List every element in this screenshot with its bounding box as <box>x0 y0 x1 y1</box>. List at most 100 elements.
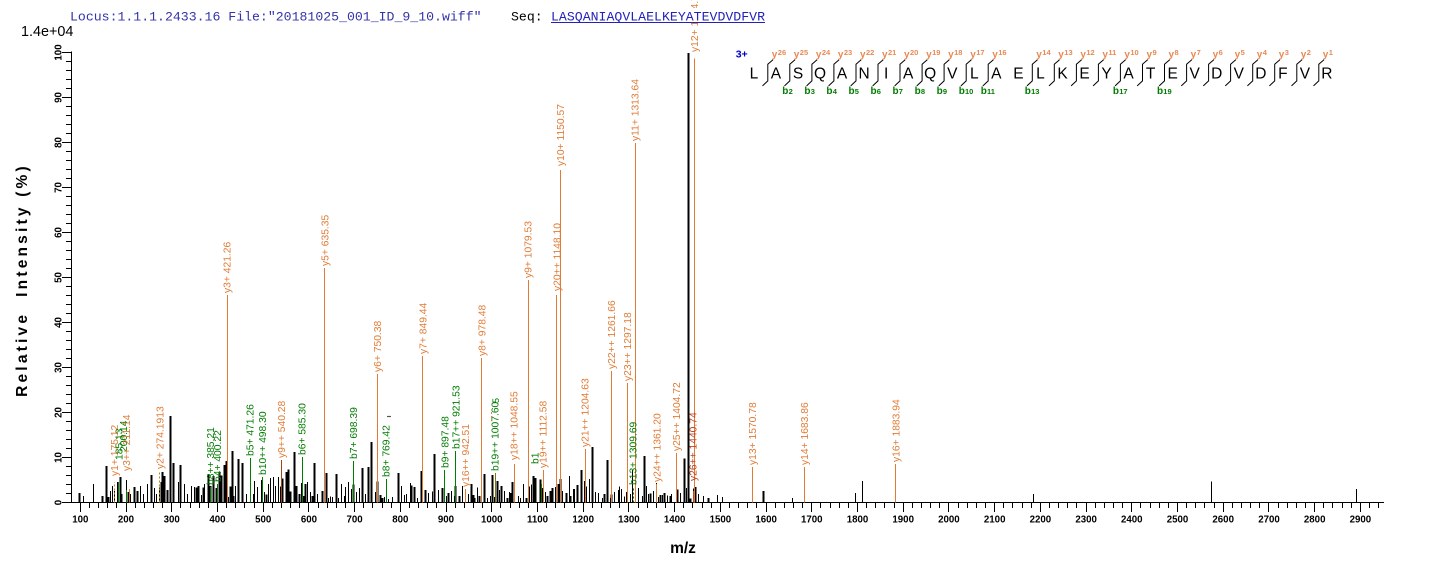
svg-text:1300: 1300 <box>618 515 640 526</box>
svg-text:y2+ 274.1913: y2+ 274.1913 <box>155 406 166 469</box>
svg-text:b: b <box>1113 86 1119 97</box>
svg-text:y16+ 1883.94: y16+ 1883.94 <box>891 399 902 462</box>
svg-text:b5+ 471.26: b5+ 471.26 <box>245 404 256 456</box>
svg-text:100: 100 <box>53 44 64 60</box>
svg-text:2000: 2000 <box>938 515 960 526</box>
svg-text:5: 5 <box>1241 48 1245 57</box>
svg-text:y7+ 849.44: y7+ 849.44 <box>418 302 429 354</box>
svg-text:Y: Y <box>1101 65 1111 82</box>
svg-text:y18++ 1048.55: y18++ 1048.55 <box>509 391 520 460</box>
svg-text:b: b <box>849 86 855 97</box>
svg-text:2: 2 <box>1307 48 1311 57</box>
svg-text:y8+ 978.48: y8+ 978.48 <box>477 304 488 356</box>
svg-text:14: 14 <box>1042 48 1051 57</box>
svg-text:10: 10 <box>1130 48 1138 57</box>
svg-text:y9++ 540.28: y9++ 540.28 <box>277 400 288 458</box>
svg-text:200.14: 200.14 <box>119 420 130 452</box>
svg-text:b4+ 400.22: b4+ 400.22 <box>213 430 224 482</box>
svg-text:9: 9 <box>1153 48 1157 57</box>
svg-text:b19++ 1007.60: b19++ 1007.60 <box>491 401 502 471</box>
svg-text:y: y <box>1279 50 1285 61</box>
svg-text:R: R <box>1321 65 1332 82</box>
svg-text:3: 3 <box>811 87 815 96</box>
svg-text:800: 800 <box>392 515 408 526</box>
svg-text:1600: 1600 <box>755 515 777 526</box>
svg-text:20: 20 <box>910 48 918 57</box>
svg-text:y12+ 1434.78: y12+ 1434.78 <box>690 0 701 52</box>
svg-text:b: b <box>893 86 899 97</box>
svg-text:18: 18 <box>954 48 962 57</box>
svg-text:L: L <box>750 65 759 82</box>
svg-text:1700: 1700 <box>801 515 823 526</box>
svg-text:y: y <box>860 50 866 61</box>
svg-text:y: y <box>1058 50 1064 61</box>
svg-text:b: b <box>1025 86 1031 97</box>
svg-text:200: 200 <box>118 515 134 526</box>
svg-text:4: 4 <box>833 87 838 96</box>
svg-text:1500: 1500 <box>710 515 732 526</box>
svg-text:y16++ 942.51: y16++ 942.51 <box>461 424 472 487</box>
svg-text:y10+ 1150.57: y10+ 1150.57 <box>556 104 567 166</box>
svg-text:b8++ 385.21: b8++ 385.21 <box>206 427 217 485</box>
svg-text:1200: 1200 <box>572 515 594 526</box>
svg-text:y5+ 635.35: y5+ 635.35 <box>320 214 331 266</box>
svg-text:10: 10 <box>965 87 973 96</box>
svg-text:b8+ 769.42: b8+ 769.42 <box>382 425 393 477</box>
svg-text:y: y <box>1169 50 1175 61</box>
svg-text:y: y <box>794 50 800 61</box>
svg-text:Locus:1.1.1.2433.16 File:"2018: Locus:1.1.1.2433.16 File:"20181025_001_I… <box>70 10 482 25</box>
svg-text:11: 11 <box>1108 48 1116 57</box>
svg-text:2300: 2300 <box>1075 515 1097 526</box>
svg-text:500: 500 <box>255 515 271 526</box>
svg-text:y: y <box>816 50 822 61</box>
svg-text:y: y <box>1124 50 1130 61</box>
svg-text:185.13: 185.13 <box>114 428 125 460</box>
svg-text:y1+ 175.12: y1+ 175.12 <box>110 424 121 476</box>
svg-text:y24++ 1361.20: y24++ 1361.20 <box>652 413 663 482</box>
svg-text:y: y <box>772 50 778 61</box>
svg-text:y: y <box>1147 50 1153 61</box>
svg-text:5: 5 <box>855 87 859 96</box>
svg-text:300: 300 <box>164 515 180 526</box>
svg-text:y9+ 1079.53: y9+ 1079.53 <box>524 221 535 278</box>
svg-text:2800: 2800 <box>1304 515 1326 526</box>
svg-text:y: y <box>948 50 954 61</box>
svg-text:y26++ 1440.74: y26++ 1440.74 <box>689 412 700 481</box>
svg-text:b: b <box>804 86 810 97</box>
svg-text:4: 4 <box>1263 48 1268 57</box>
svg-text:b: b <box>937 86 943 97</box>
svg-text:80: 80 <box>53 137 64 148</box>
svg-text:V: V <box>947 65 958 82</box>
svg-text:y23++ 1297.18: y23++ 1297.18 <box>623 312 634 381</box>
svg-text:b: b <box>915 86 921 97</box>
svg-text:600: 600 <box>301 515 317 526</box>
svg-text:22: 22 <box>866 48 874 57</box>
svg-text:y22++ 1261.66: y22++ 1261.66 <box>607 300 618 369</box>
svg-text:y14+ 1683.86: y14+ 1683.86 <box>800 402 811 465</box>
svg-text:y: y <box>1301 50 1307 61</box>
svg-text:b: b <box>1157 86 1163 97</box>
svg-text:50: 50 <box>53 272 64 283</box>
svg-text:y25++ 1404.72: y25++ 1404.72 <box>672 382 683 451</box>
svg-text:1.4e+04: 1.4e+04 <box>21 24 73 40</box>
svg-text:b: b <box>871 86 877 97</box>
svg-text:90: 90 <box>53 92 64 103</box>
svg-text:L: L <box>1036 65 1045 82</box>
svg-text:7: 7 <box>1197 48 1201 57</box>
svg-text:1: 1 <box>1329 48 1333 57</box>
svg-text:b10++ 498.30: b10++ 498.30 <box>258 411 269 475</box>
svg-text:y: y <box>904 50 910 61</box>
svg-text:T: T <box>1146 65 1156 82</box>
svg-text:0: 0 <box>53 500 64 505</box>
svg-text:Q: Q <box>814 65 826 82</box>
svg-text:F: F <box>1278 65 1287 82</box>
svg-text:13: 13 <box>1064 48 1072 57</box>
svg-text:b13+ 1309.69: b13+ 1309.69 <box>629 421 640 485</box>
svg-text:y: y <box>1080 50 1086 61</box>
svg-text:A: A <box>991 65 1002 82</box>
svg-text:b: b <box>959 86 965 97</box>
svg-text:2: 2 <box>789 87 793 96</box>
svg-text:D: D <box>1255 65 1266 82</box>
svg-text:70: 70 <box>53 182 64 193</box>
svg-text:2400: 2400 <box>1121 515 1143 526</box>
